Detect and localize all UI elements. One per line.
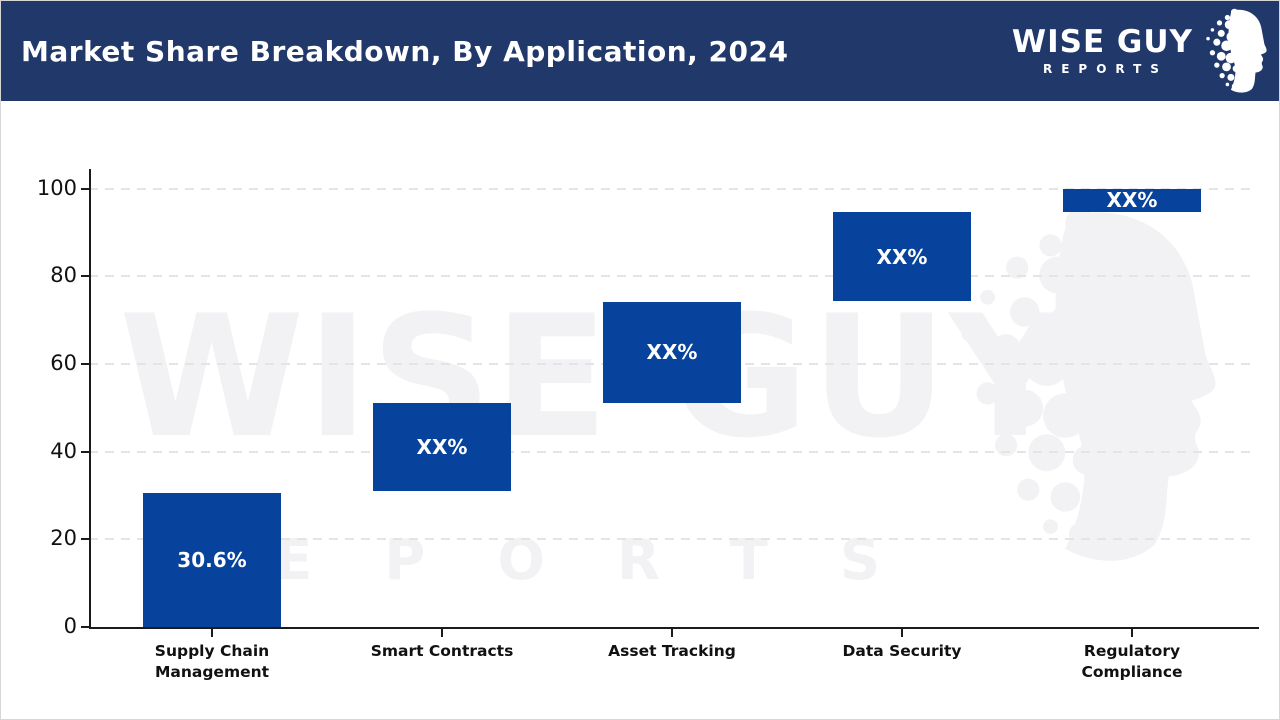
y-tick-label: 0 (63, 614, 77, 638)
x-category-label: Smart Contracts (326, 641, 558, 662)
bar-5: XX% (1063, 188, 1201, 213)
bar-value-label: XX% (416, 434, 468, 459)
x-tick-mark (901, 629, 903, 637)
watermark-face-icon (961, 208, 1216, 561)
bar-2: XX% (373, 402, 511, 492)
logo-wordmark: WISE GUY (1011, 23, 1193, 60)
x-category-line: Management (154, 662, 270, 681)
x-category-label: Data Security (786, 641, 1018, 662)
y-tick-label: 100 (36, 175, 77, 200)
x-category-line: Supply Chain (154, 642, 270, 660)
logo-subtitle: REPORTS (1042, 61, 1168, 76)
bar-4: XX% (833, 212, 971, 302)
dotted-face-icon (1206, 8, 1267, 93)
x-category-line: Data Security (842, 642, 962, 660)
y-tick-mark (81, 275, 89, 278)
x-tick-mark (1131, 629, 1133, 637)
gridline (89, 187, 1253, 190)
y-tick-label: 80 (50, 263, 77, 288)
bar-value-label: 30.6% (177, 547, 247, 572)
gridline (89, 275, 1253, 278)
y-tick-label: 60 (50, 350, 77, 375)
y-tick-mark (81, 362, 89, 365)
y-tick-label: 40 (50, 438, 77, 463)
bar-value-label: XX% (876, 244, 928, 269)
wise-guy-reports-logo: WISE GUY REPORTS (1012, 7, 1267, 95)
gridline (89, 450, 1253, 453)
y-tick-mark (81, 450, 89, 453)
bar-3: XX% (603, 302, 741, 403)
y-tick-label: 20 (50, 526, 77, 551)
bar-value-label: XX% (1106, 188, 1158, 213)
x-tick-mark (211, 629, 213, 637)
y-tick-mark (81, 626, 89, 628)
x-category-label: Regulatory Compliance (1016, 641, 1248, 683)
waterfall-chart: WISE GUY REPORTS 0 20 40 60 80 100 30.6% Supply… (1, 101, 1279, 719)
x-category-label: Supply Chain Management (96, 641, 328, 683)
gridline (89, 538, 1253, 541)
y-tick-mark (81, 538, 89, 541)
x-axis-line (89, 627, 1259, 629)
y-axis-line (89, 169, 91, 629)
x-category-label: Asset Tracking (556, 641, 788, 662)
header-bar: Market Share Breakdown, By Application, … (1, 1, 1279, 101)
page-title: Market Share Breakdown, By Application, … (21, 34, 789, 68)
x-category-line: Regulatory (1083, 642, 1181, 660)
y-tick-mark (81, 187, 89, 190)
x-tick-mark (671, 629, 673, 637)
logo-text: WISE GUY REPORTS (1011, 23, 1193, 76)
x-category-line: Smart Contracts (370, 642, 514, 660)
bar-value-label: XX% (646, 340, 698, 365)
watermark-wordmark: WISE GUY (119, 279, 1074, 475)
bar-1: 30.6% (143, 492, 281, 627)
x-category-line: Compliance (1081, 662, 1183, 681)
x-tick-mark (441, 629, 443, 637)
x-category-line: Asset Tracking (608, 642, 736, 660)
